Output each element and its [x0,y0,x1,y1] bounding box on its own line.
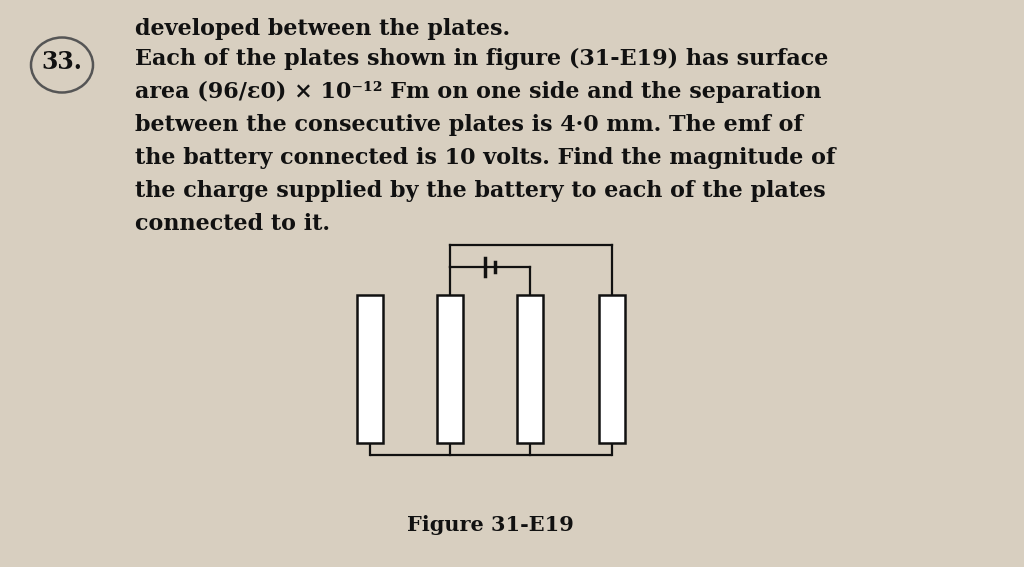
Text: Figure 31-E19: Figure 31-E19 [407,515,573,535]
Text: the charge supplied by the battery to each of the plates: the charge supplied by the battery to ea… [135,180,825,202]
Text: area (96/ε0) × 10⁻¹² Fm on one side and the separation: area (96/ε0) × 10⁻¹² Fm on one side and … [135,81,821,103]
Text: the battery connected is 10 volts. Find the magnitude of: the battery connected is 10 volts. Find … [135,147,836,169]
Text: between the consecutive plates is 4·0 mm. The emf of: between the consecutive plates is 4·0 mm… [135,114,803,136]
Bar [437,295,463,443]
Text: developed between the plates.: developed between the plates. [135,18,510,40]
Bar [517,295,543,443]
Text: Each of the plates shown in figure (31-E19) has surface: Each of the plates shown in figure (31-E… [135,48,828,70]
Text: connected to it.: connected to it. [135,213,330,235]
Text: 33.: 33. [42,50,83,74]
Bar [599,295,625,443]
Bar [357,295,383,443]
